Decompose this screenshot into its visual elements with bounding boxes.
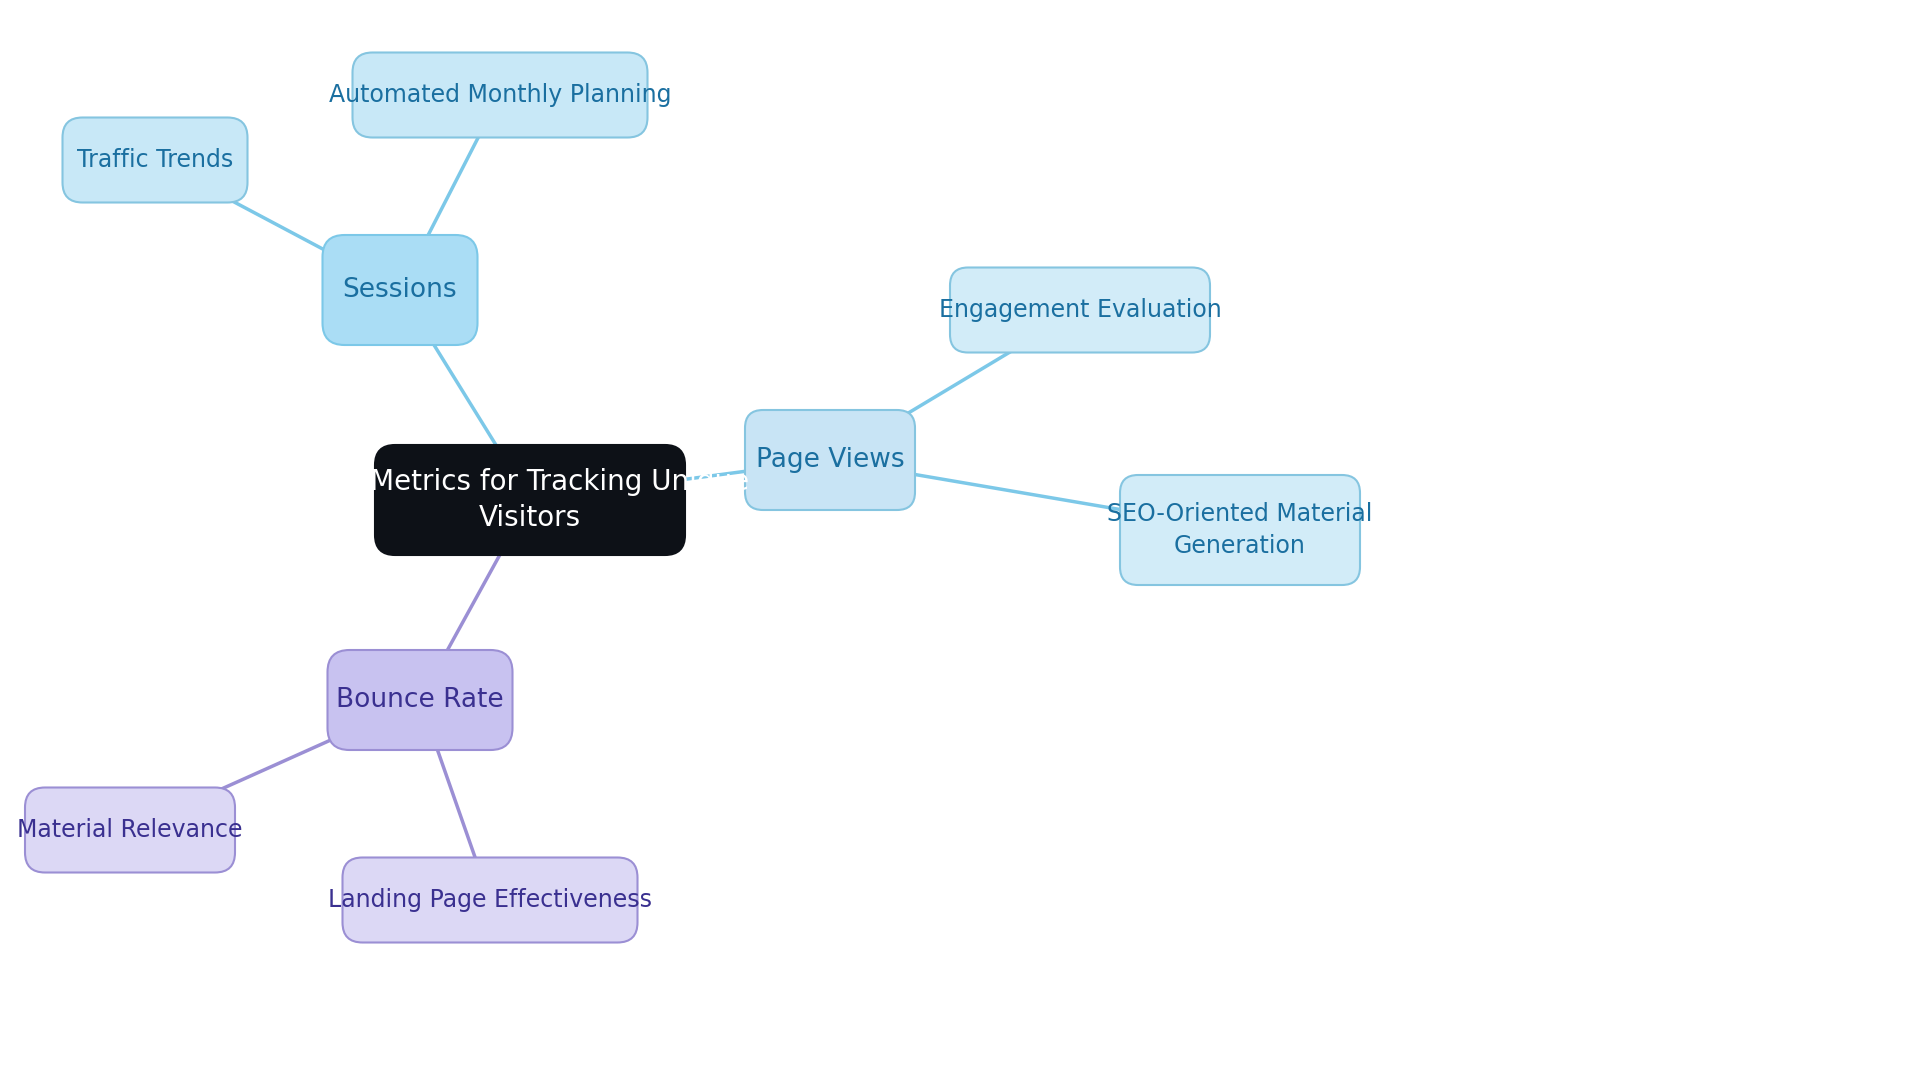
Text: Page Views: Page Views	[756, 447, 904, 473]
Text: Traffic Trends: Traffic Trends	[77, 148, 232, 172]
FancyBboxPatch shape	[63, 117, 248, 203]
Text: SEO-Oriented Material
Generation: SEO-Oriented Material Generation	[1108, 503, 1373, 558]
Text: Material Relevance: Material Relevance	[17, 818, 242, 841]
FancyBboxPatch shape	[323, 235, 478, 345]
FancyBboxPatch shape	[745, 410, 916, 510]
FancyBboxPatch shape	[328, 650, 513, 751]
FancyBboxPatch shape	[950, 268, 1210, 352]
FancyBboxPatch shape	[342, 858, 637, 942]
FancyBboxPatch shape	[25, 787, 234, 873]
FancyBboxPatch shape	[1119, 475, 1359, 585]
Text: Key Metrics for Tracking Unique
Visitors: Key Metrics for Tracking Unique Visitors	[311, 468, 749, 533]
Text: Bounce Rate: Bounce Rate	[336, 687, 503, 713]
Text: Landing Page Effectiveness: Landing Page Effectiveness	[328, 888, 653, 912]
FancyBboxPatch shape	[353, 52, 647, 138]
FancyBboxPatch shape	[374, 445, 685, 554]
Text: Automated Monthly Planning: Automated Monthly Planning	[328, 83, 672, 107]
Text: Engagement Evaluation: Engagement Evaluation	[939, 298, 1221, 322]
Text: Sessions: Sessions	[342, 277, 457, 303]
